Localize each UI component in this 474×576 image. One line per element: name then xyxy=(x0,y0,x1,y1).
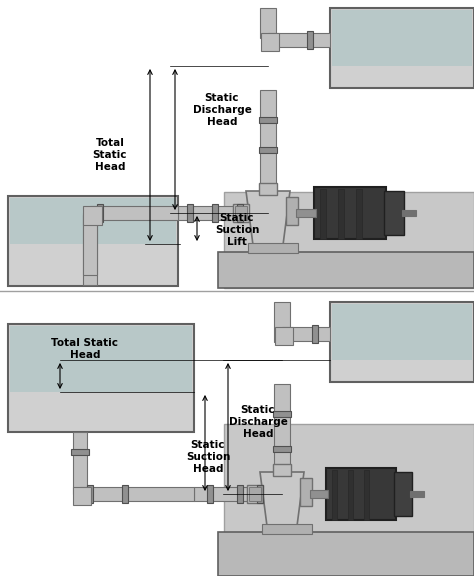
Bar xyxy=(10,198,176,244)
Bar xyxy=(248,243,298,253)
Bar xyxy=(262,524,312,534)
Bar xyxy=(0,0,474,288)
Bar xyxy=(394,472,412,516)
Bar xyxy=(326,468,396,520)
Bar xyxy=(274,384,290,472)
Bar xyxy=(259,147,277,153)
Bar xyxy=(332,470,337,520)
Bar xyxy=(233,204,249,222)
Bar xyxy=(296,209,316,217)
Text: Static
Discharge
Head: Static Discharge Head xyxy=(228,406,287,438)
Bar xyxy=(8,196,178,286)
Bar xyxy=(300,478,312,506)
Bar xyxy=(212,204,218,222)
Bar xyxy=(259,117,277,123)
Bar xyxy=(320,189,326,239)
Bar xyxy=(314,187,386,239)
Text: Total Static
Head: Total Static Head xyxy=(52,338,118,360)
Bar xyxy=(260,8,276,38)
Bar xyxy=(71,449,89,455)
Bar xyxy=(224,192,474,288)
Bar xyxy=(286,197,298,225)
Text: Static
Discharge
Head: Static Discharge Head xyxy=(192,93,251,127)
Text: Total
Static
Head: Total Static Head xyxy=(93,138,127,172)
Bar xyxy=(402,210,416,216)
Bar xyxy=(330,302,474,382)
Bar xyxy=(218,252,474,288)
Bar xyxy=(247,485,263,503)
Bar xyxy=(348,470,353,520)
Bar xyxy=(332,10,472,66)
Bar xyxy=(356,189,362,239)
Text: Static
Suction
Lift: Static Suction Lift xyxy=(215,213,259,247)
Bar xyxy=(90,206,178,220)
Bar xyxy=(122,485,128,503)
Bar xyxy=(235,206,247,220)
Bar xyxy=(310,490,328,498)
Bar xyxy=(384,191,404,235)
Bar xyxy=(97,204,103,222)
Bar xyxy=(330,8,474,88)
Bar xyxy=(237,485,243,503)
Bar xyxy=(8,324,194,432)
Bar xyxy=(275,327,293,345)
Bar xyxy=(410,491,424,497)
Bar xyxy=(282,327,330,341)
Bar xyxy=(364,470,369,520)
Bar xyxy=(273,464,291,476)
Bar xyxy=(338,189,344,239)
Bar xyxy=(224,424,474,576)
Bar xyxy=(83,215,97,275)
Bar xyxy=(312,325,318,343)
Bar xyxy=(260,90,276,191)
Bar xyxy=(273,446,291,452)
Bar xyxy=(83,206,102,225)
Bar xyxy=(261,33,279,51)
Bar xyxy=(249,487,261,501)
Bar xyxy=(259,183,277,195)
Bar xyxy=(87,485,93,503)
Bar xyxy=(332,304,472,360)
Bar xyxy=(268,33,330,47)
Bar xyxy=(0,294,474,576)
Bar xyxy=(273,411,291,417)
Bar xyxy=(218,532,474,576)
Text: Static
Suction
Head: Static Suction Head xyxy=(186,441,230,473)
Bar xyxy=(178,206,233,220)
Bar xyxy=(194,487,247,501)
Bar xyxy=(80,487,194,501)
Bar xyxy=(307,31,313,49)
Bar xyxy=(73,432,87,494)
Polygon shape xyxy=(260,472,304,526)
Bar xyxy=(10,326,192,392)
Polygon shape xyxy=(246,191,290,245)
Bar xyxy=(237,204,243,222)
Bar xyxy=(257,485,263,503)
Bar xyxy=(207,485,213,503)
Bar xyxy=(83,213,97,285)
Bar xyxy=(274,302,290,342)
Bar xyxy=(73,487,91,505)
Bar xyxy=(187,204,193,222)
